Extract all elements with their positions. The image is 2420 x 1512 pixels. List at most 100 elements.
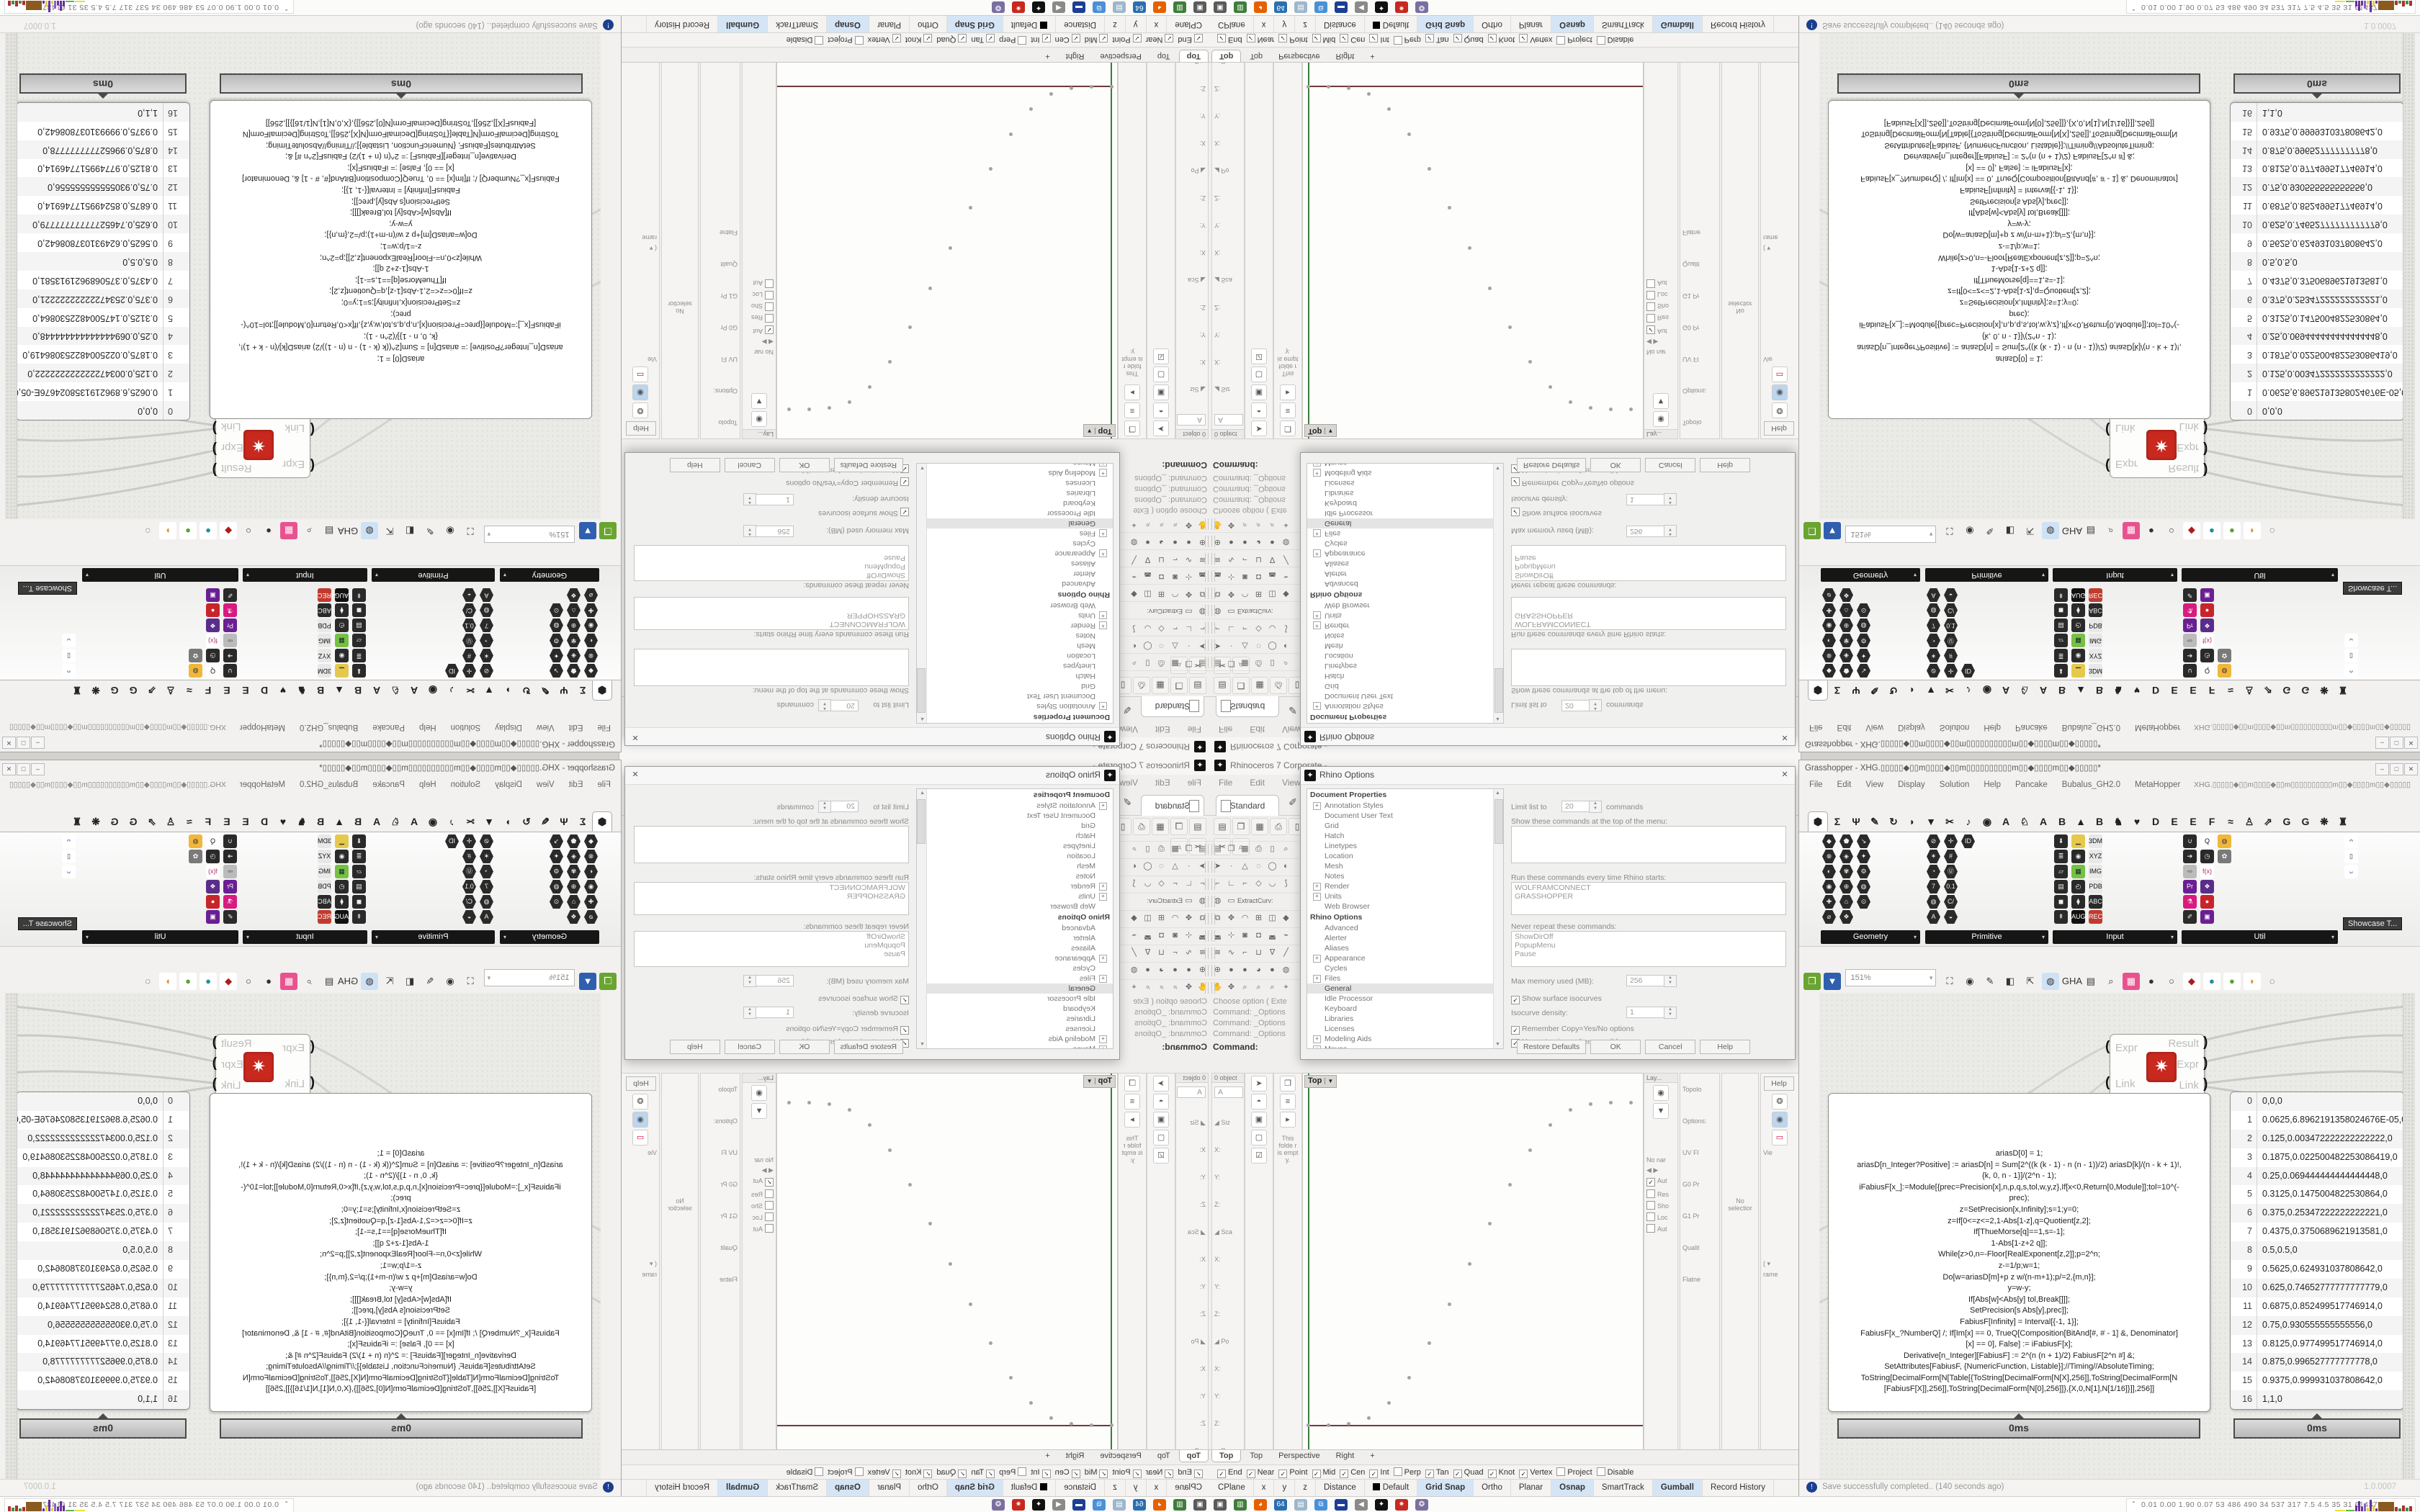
gh-category-tab[interactable]: ♙	[166, 816, 176, 827]
help-button[interactable]: Help	[1764, 1076, 1794, 1091]
statusbar-item[interactable]: Distance	[1315, 16, 1365, 32]
component-icon[interactable]: ≣	[2054, 649, 2068, 662]
component-icon[interactable]: ◴	[335, 880, 349, 894]
component-icon[interactable]: ❖	[567, 588, 581, 602]
gh-category-tab[interactable]: G	[2301, 685, 2310, 696]
rhino-tool-icon[interactable]: ⌕	[1270, 521, 1275, 529]
stepper[interactable]: ▲ ▼	[1664, 975, 1677, 987]
checkbox[interactable]	[1425, 34, 1434, 42]
tree-item[interactable]: Cycles	[1072, 539, 1095, 548]
curve-point[interactable]	[1347, 1422, 1350, 1426]
expand-icon[interactable]: ▸	[1280, 1112, 1296, 1128]
panel-checkbox-row[interactable]: Aut	[743, 324, 776, 336]
expand-icon[interactable]	[1313, 893, 1321, 901]
rhino-tool-icon[interactable]: ◛	[1144, 572, 1152, 581]
camera-icon[interactable]: ◉	[632, 384, 648, 400]
component-icon[interactable]: REC	[318, 588, 331, 602]
tree-item[interactable]: General	[917, 518, 1113, 528]
tree-item[interactable]: Web Browser	[1325, 601, 1370, 610]
run-commands-input[interactable]: WOLFRAMCONNECT GRASSHOPPER	[1511, 597, 1786, 630]
tree-item[interactable]: Mesh	[1325, 642, 1343, 650]
taskbar-app-icon[interactable]: ❂	[1415, 1, 1428, 13]
tree-item[interactable]: Alerter	[1073, 934, 1095, 942]
osnap-item[interactable]: Knot	[905, 32, 933, 47]
gh-category-tab[interactable]: ⇗	[148, 685, 156, 696]
gh-category-tab[interactable]: ♪	[1966, 685, 1971, 696]
component-icon[interactable]: ❖	[206, 880, 220, 894]
component-icon[interactable]: ▱	[2054, 865, 2068, 878]
gh-category-tab[interactable]: ♥	[2133, 816, 2141, 827]
component-icon[interactable]: ◷	[2200, 850, 2214, 863]
rhino-tool-icon[interactable]: ⌕	[1283, 845, 1289, 853]
checkbox[interactable]	[765, 1178, 774, 1187]
osnap-item[interactable]: Mid	[1085, 1465, 1108, 1480]
rhino-tool-icon[interactable]: ⌖	[1283, 983, 1289, 991]
gh-category-tab[interactable]: F	[205, 685, 212, 696]
checkbox[interactable]	[765, 1212, 774, 1221]
viewport-tab[interactable]: Right	[1335, 52, 1355, 60]
checkbox[interactable]	[1246, 1470, 1255, 1478]
rhino-tool-icon[interactable]: ◛	[1198, 931, 1206, 940]
curve-point[interactable]	[888, 1148, 892, 1153]
statusbar-item[interactable]: Planar	[868, 1480, 910, 1496]
viewport-tab[interactable]: Right	[1065, 1452, 1085, 1460]
component-icon[interactable]: ↘	[550, 664, 563, 678]
tree-item[interactable]: Aliases	[1071, 559, 1095, 568]
taskbar-app-icon[interactable]: ✦	[1375, 1, 1388, 13]
curve-point[interactable]	[807, 1101, 811, 1105]
tree-item[interactable]: Hatch	[1075, 672, 1095, 680]
component-icon[interactable]: ⌀	[1822, 588, 1836, 602]
taskbar-app-icon[interactable]: 64	[1274, 1499, 1287, 1511]
gh-category-tab[interactable]: Ψ	[560, 816, 568, 827]
rhino-tool-icon[interactable]: ●	[1145, 538, 1150, 546]
list-icon[interactable]: ≡	[1280, 1094, 1296, 1110]
close-icon[interactable]: ✕	[632, 733, 639, 742]
gh-menu-item[interactable]: Help	[1984, 723, 2002, 732]
component-icon[interactable]: XYZ	[318, 649, 331, 662]
component-icon[interactable]: ↘	[1857, 664, 1870, 678]
palette-group-bar[interactable]: Util ▾	[82, 568, 238, 582]
curve-point[interactable]	[787, 1101, 791, 1104]
chevron-down-icon[interactable]: ▼	[1086, 428, 1095, 434]
wolfram-component[interactable]: ( ( ) ) ) Expr Link Result Expr Link ✷	[2105, 1034, 2208, 1102]
rhino-tool-icon[interactable]: ◕	[1256, 538, 1261, 546]
curve-point[interactable]	[868, 1123, 871, 1128]
panel-checkbox-row[interactable]: Aut	[1644, 1223, 1677, 1234]
taskbar-app-icon[interactable]: ▣	[1193, 1, 1206, 13]
rhino-tool-icon[interactable]: ⌕	[1270, 983, 1275, 991]
osnap-item[interactable]: Point	[1113, 1465, 1142, 1480]
help-button[interactable]: Help	[1764, 421, 1794, 436]
curve-point[interactable]	[828, 406, 831, 410]
component-icon[interactable]: ✶	[480, 850, 493, 863]
tree-item[interactable]: Cycles	[1325, 964, 1348, 973]
gh-category-tab[interactable]: G	[2301, 816, 2310, 827]
canvas-toolbar-icon[interactable]: ⛶	[467, 526, 474, 536]
canvas-toolbar-icon[interactable]: ◗	[2243, 522, 2261, 539]
component-icon[interactable]: XYZ	[2089, 649, 2102, 662]
component-icon[interactable]: ◒	[1944, 588, 1958, 602]
component-icon[interactable]: ●	[2200, 603, 2214, 617]
component-icon[interactable]: ●	[206, 603, 220, 617]
rhino-tool-icon[interactable]: ⊹	[1227, 572, 1235, 581]
gh-menu-item[interactable]: Display	[495, 723, 522, 732]
rhino-tool-icon[interactable]: ❐	[1185, 845, 1193, 853]
dialog-button[interactable]: Restore Defaults	[1517, 1040, 1587, 1054]
tree-item[interactable]: Units	[917, 891, 1113, 901]
osnap-item[interactable]: Perp	[999, 1465, 1027, 1480]
gh-category-tab[interactable]: D	[260, 685, 269, 696]
gh-menu-item[interactable]: Help	[418, 780, 436, 789]
rhino-tool-icon[interactable]: ◡	[1144, 624, 1152, 633]
panel-icon[interactable]: ▢	[1153, 1130, 1169, 1146]
close-icon[interactable]: ✕	[2, 737, 16, 749]
gh-menu-item[interactable]: Display	[495, 780, 522, 789]
osnap-item[interactable]: Cen	[1340, 1465, 1365, 1480]
component-icon[interactable]: PDB	[2089, 880, 2102, 894]
canvas-toolbar-icon[interactable]: ▼	[579, 973, 596, 990]
statusbar-item[interactable]: Default	[1365, 1480, 1418, 1496]
canvas-toolbar-icon[interactable]: ▼	[1824, 973, 1841, 990]
rhino-menu-item[interactable]: Edit	[1250, 778, 1265, 788]
statusbar-item[interactable]: CPlane	[1166, 16, 1210, 32]
gh-category-tab[interactable]: ♘	[390, 816, 400, 827]
rhino-tool-icon[interactable]: ▭	[1227, 607, 1235, 616]
